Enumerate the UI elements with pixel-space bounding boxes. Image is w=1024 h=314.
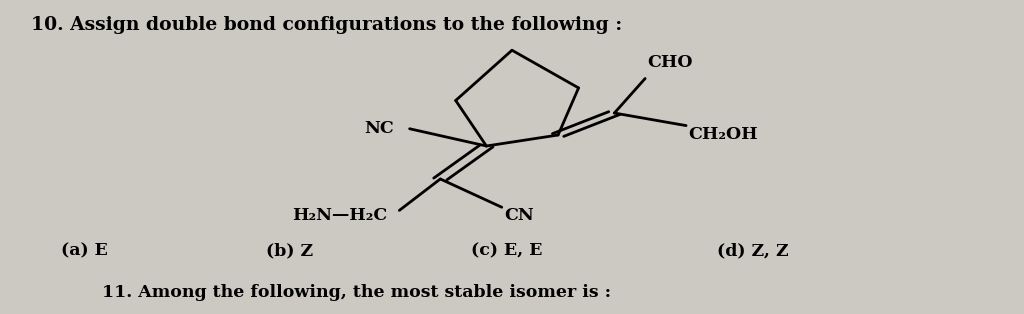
Text: (b) Z: (b) Z (266, 243, 313, 260)
Text: NC: NC (365, 120, 394, 137)
Text: CN: CN (504, 207, 534, 224)
Text: (c) E, E: (c) E, E (471, 243, 543, 260)
Text: CHO: CHO (647, 54, 692, 71)
Text: H₂N—H₂C: H₂N—H₂C (292, 207, 387, 224)
Text: 10. Assign double bond configurations to the following :: 10. Assign double bond configurations to… (31, 16, 622, 34)
Text: (d) Z, Z: (d) Z, Z (717, 243, 788, 260)
Text: 11. Among the following, the most stable isomer is :: 11. Among the following, the most stable… (102, 284, 611, 301)
Text: CH₂OH: CH₂OH (688, 126, 758, 143)
Text: (a) E: (a) E (61, 243, 109, 260)
